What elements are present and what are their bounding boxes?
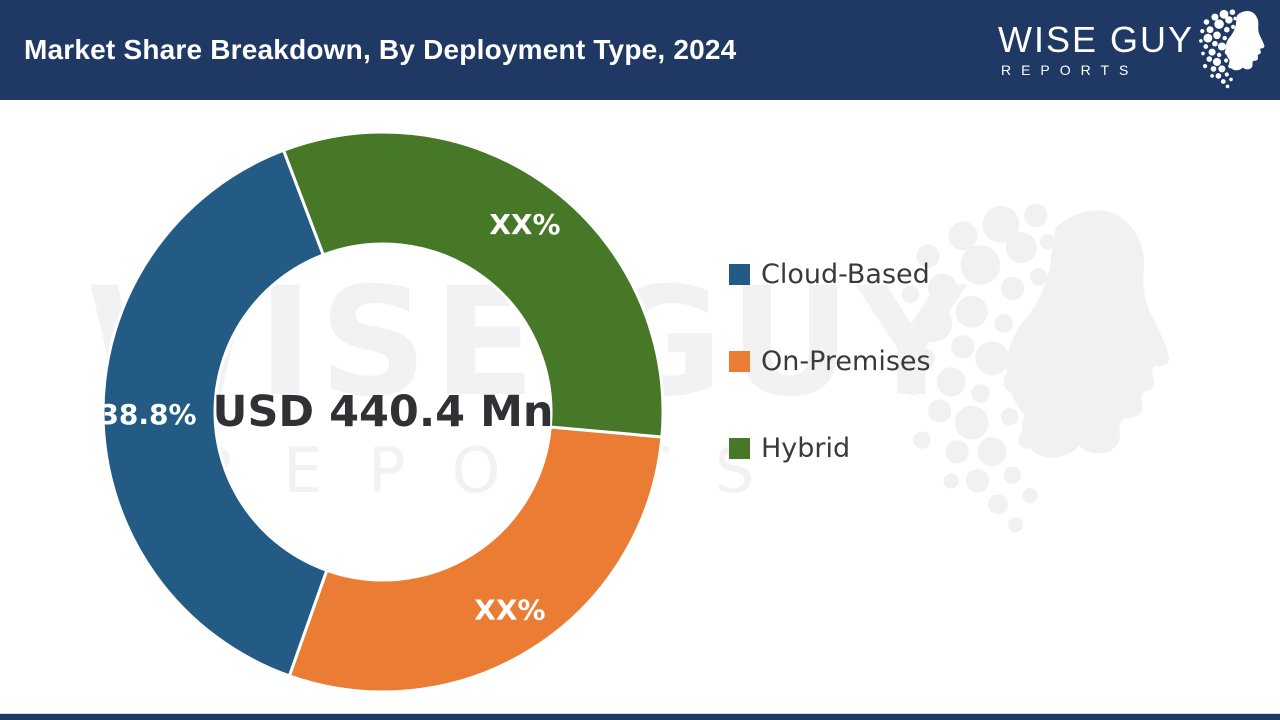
- donut-segment-on-premises: [287, 425, 664, 694]
- legend-swatch-on-premises: [729, 351, 750, 372]
- donut-segment-hybrid: [282, 130, 665, 439]
- donut-segment-label: XX%: [489, 208, 560, 241]
- brand-name: WISE GUY: [997, 19, 1194, 60]
- donut-chart: 38.8% XX% XX%: [100, 130, 665, 694]
- legend: Cloud-Based On-Premises Hybrid: [729, 261, 931, 462]
- brand-wordmark: WISE GUY REPORTS: [997, 19, 1194, 79]
- legend-swatch-cloud-based: [729, 264, 750, 285]
- donut-center-value: USD 440.4 Mn: [212, 387, 554, 437]
- donut-segment-cloud-based: [101, 148, 329, 678]
- legend-label-on-premises: On-Premises: [761, 346, 931, 377]
- donut-segment-label: 38.8%: [100, 398, 197, 431]
- brand-head-icon: [1196, 8, 1266, 92]
- header: Market Share Breakdown, By Deployment Ty…: [0, 0, 1280, 100]
- legend-label-cloud-based: Cloud-Based: [761, 259, 930, 290]
- donut-segment-label: XX%: [474, 593, 545, 626]
- legend-item-cloud-based: Cloud-Based: [729, 261, 931, 288]
- legend-label-hybrid: Hybrid: [761, 433, 851, 464]
- footer-divider: [0, 713, 1280, 714]
- brand-logo: WISE GUY REPORTS: [998, 8, 1266, 92]
- page-title: Market Share Breakdown, By Deployment Ty…: [24, 34, 737, 65]
- legend-item-hybrid: Hybrid: [729, 435, 931, 462]
- legend-swatch-hybrid: [729, 438, 750, 459]
- legend-item-on-premises: On-Premises: [729, 348, 931, 375]
- brand-subname: REPORTS: [1000, 62, 1139, 78]
- footer-bar: [0, 714, 1280, 720]
